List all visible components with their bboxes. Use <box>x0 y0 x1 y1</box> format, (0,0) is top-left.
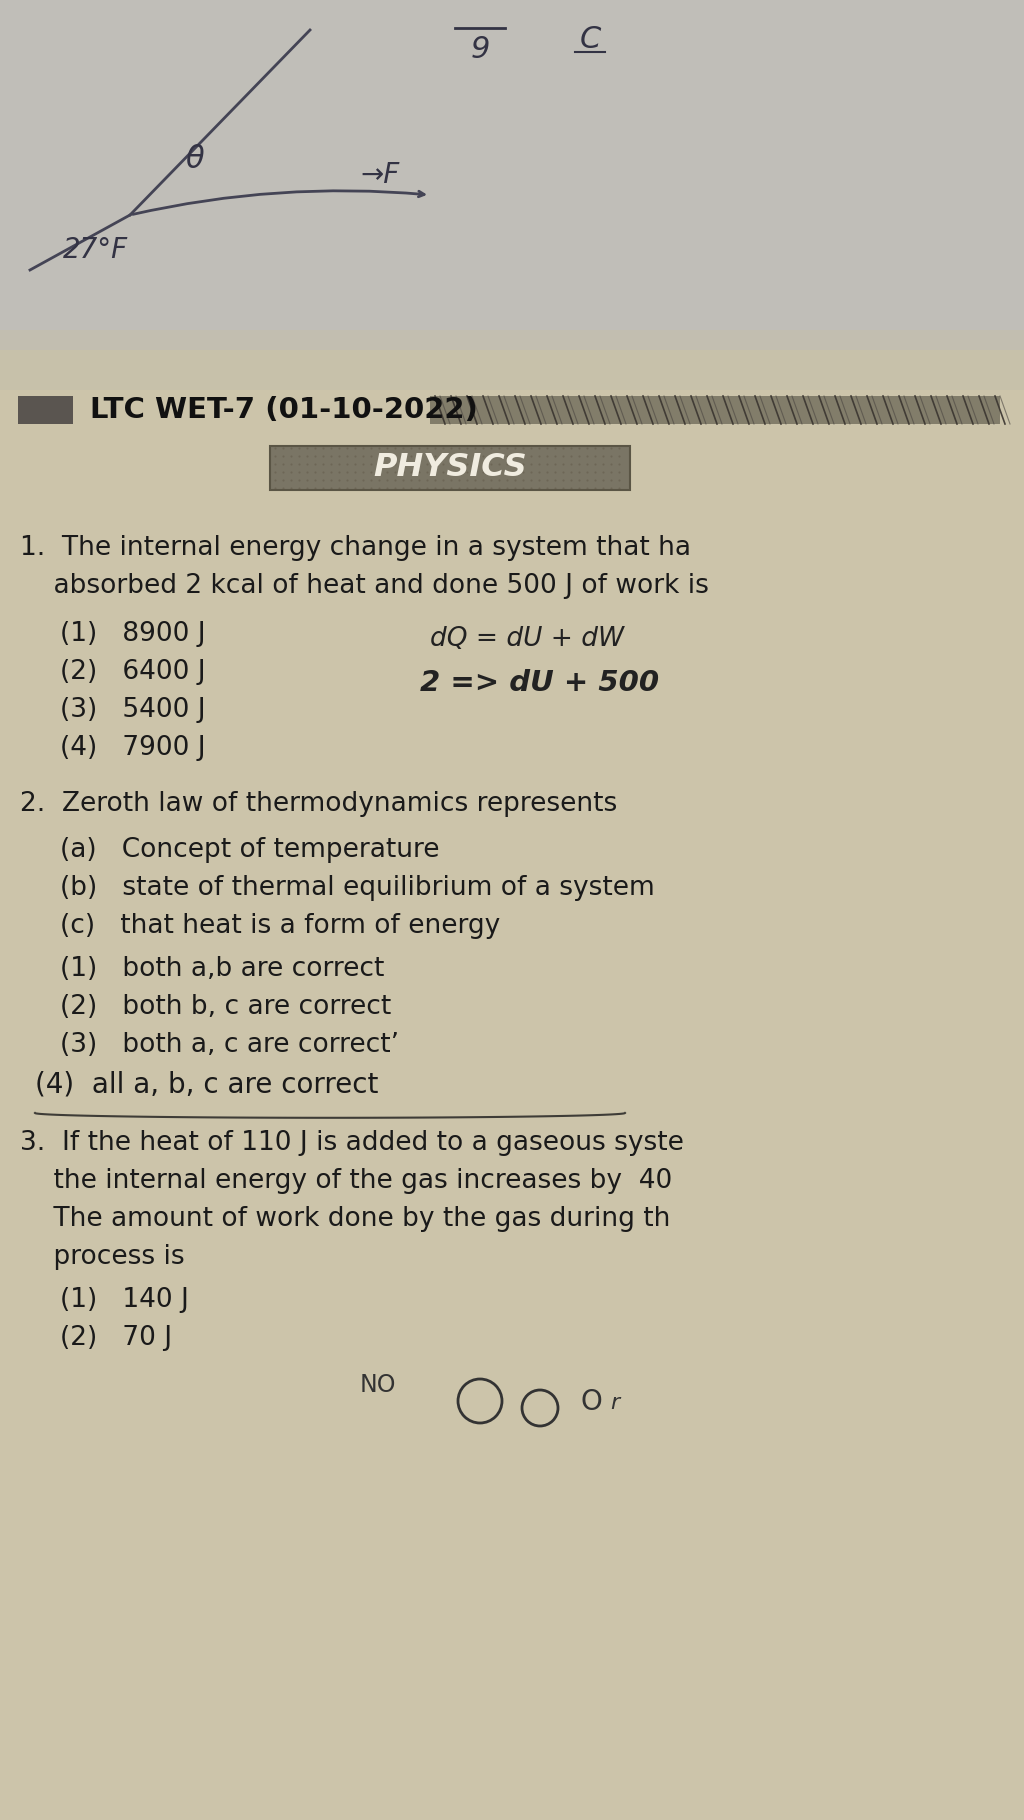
Text: →F: →F <box>360 160 399 189</box>
Bar <box>0 349 1024 1820</box>
Text: (1)   140 J: (1) 140 J <box>60 1287 188 1312</box>
Text: (b)   state of thermal equilibrium of a system: (b) state of thermal equilibrium of a sy… <box>60 875 654 901</box>
Text: $\theta$: $\theta$ <box>185 146 205 175</box>
Text: LTC WET-7 (01-10-2022): LTC WET-7 (01-10-2022) <box>90 397 478 424</box>
Text: The amount of work done by the gas during th: The amount of work done by the gas durin… <box>20 1207 671 1232</box>
Text: (4)  all a, b, c are correct: (4) all a, b, c are correct <box>35 1070 379 1097</box>
Bar <box>430 397 1000 424</box>
Text: (3)   5400 J: (3) 5400 J <box>60 697 206 723</box>
Text: (2)   70 J: (2) 70 J <box>60 1325 172 1350</box>
Text: 3.  If the heat of 110 J is added to a gaseous syste: 3. If the heat of 110 J is added to a ga… <box>20 1130 684 1156</box>
Text: O: O <box>580 1389 602 1416</box>
Bar <box>270 446 630 490</box>
Bar <box>0 0 1024 349</box>
Text: process is: process is <box>20 1245 184 1270</box>
Text: 1.  The internal energy change in a system that ha: 1. The internal energy change in a syste… <box>20 535 691 561</box>
Text: 2 => dU + 500: 2 => dU + 500 <box>420 670 659 697</box>
Text: r: r <box>610 1392 620 1412</box>
Bar <box>18 397 73 424</box>
Text: (2)   both b, c are correct: (2) both b, c are correct <box>60 994 391 1019</box>
Text: (1)   8900 J: (1) 8900 J <box>60 621 206 646</box>
Text: absorbed 2 kcal of heat and done 500 J of work is: absorbed 2 kcal of heat and done 500 J o… <box>20 573 709 599</box>
Text: (3)   both a, c are correct’: (3) both a, c are correct’ <box>60 1032 399 1057</box>
Text: (1)   both a,b are correct: (1) both a,b are correct <box>60 956 384 983</box>
Text: (c)   that heat is a form of energy: (c) that heat is a form of energy <box>60 914 501 939</box>
Text: (2)   6400 J: (2) 6400 J <box>60 659 206 684</box>
Text: the internal energy of the gas increases by  40: the internal energy of the gas increases… <box>20 1168 672 1194</box>
Text: 9: 9 <box>470 35 489 64</box>
Text: C: C <box>580 25 601 55</box>
Text: NO: NO <box>360 1372 396 1398</box>
Text: 27°F: 27°F <box>62 237 128 264</box>
Bar <box>0 329 1024 389</box>
Text: (a)   Concept of temperature: (a) Concept of temperature <box>60 837 439 863</box>
Text: dQ = dU + dW: dQ = dU + dW <box>430 626 624 652</box>
Text: PHYSICS: PHYSICS <box>373 453 526 484</box>
Text: (4)   7900 J: (4) 7900 J <box>60 735 206 761</box>
Text: 2.  Zeroth law of thermodynamics represents: 2. Zeroth law of thermodynamics represen… <box>20 792 617 817</box>
